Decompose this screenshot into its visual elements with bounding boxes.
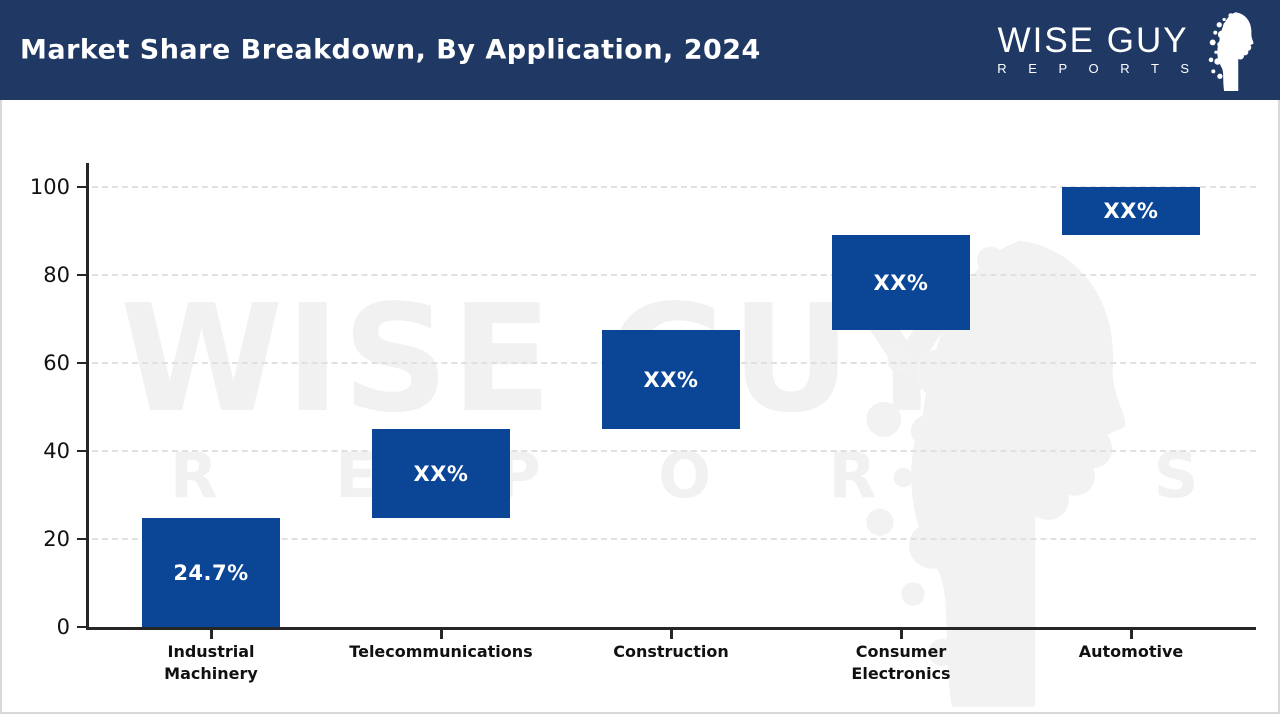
x-axis-label-line: Telecommunications bbox=[349, 642, 533, 661]
x-axis-label: Consumer Electronics bbox=[781, 641, 1021, 685]
bar-value-label: XX% bbox=[873, 270, 929, 295]
y-tick-label: 0 bbox=[56, 615, 70, 639]
wise-guy-reports-logo: WISE GUY R E P O R T S bbox=[988, 8, 1264, 92]
gridline bbox=[92, 450, 1256, 452]
gridline bbox=[92, 274, 1256, 276]
y-axis-line bbox=[86, 163, 89, 630]
x-axis-label: Industrial Machinery bbox=[91, 641, 331, 685]
chart-title: Market Share Breakdown, By Application, … bbox=[20, 34, 761, 66]
x-tick-mark bbox=[1130, 630, 1133, 639]
y-tick-label: 40 bbox=[43, 439, 70, 463]
bar: XX% bbox=[372, 429, 510, 519]
y-tick-label: 80 bbox=[43, 263, 70, 287]
watermark-wordmark: WISE GUY bbox=[120, 273, 963, 445]
y-tick-mark bbox=[77, 274, 86, 276]
head-profile-icon bbox=[1208, 12, 1254, 91]
gridline bbox=[92, 186, 1256, 188]
y-tick-label: 20 bbox=[43, 527, 70, 551]
y-tick-mark bbox=[77, 538, 86, 540]
logo-subtext: R E P O R T S bbox=[997, 61, 1198, 76]
x-tick-mark bbox=[440, 630, 443, 639]
logo-text: WISE GUY R E P O R T S bbox=[988, 23, 1198, 77]
bar: XX% bbox=[832, 235, 970, 330]
x-tick-mark bbox=[900, 630, 903, 639]
bar-value-label: XX% bbox=[643, 367, 699, 392]
plot-layer: 0 20 40 60 80 100 24.7% Industrial Machinery XX% T… bbox=[0, 100, 1280, 720]
x-tick-mark bbox=[210, 630, 213, 639]
x-axis-label-line: Industrial bbox=[167, 642, 255, 661]
x-axis-label: Automotive bbox=[1011, 641, 1251, 663]
y-tick-label: 60 bbox=[43, 351, 70, 375]
gridline bbox=[92, 538, 1256, 540]
bar-value-label: XX% bbox=[413, 461, 469, 486]
x-axis-line bbox=[86, 627, 1256, 630]
chart-canvas: WISE GUY R E P O R T S 0 20 40 60 80 100 24.7%… bbox=[0, 100, 1280, 720]
x-axis-label-line: Electronics bbox=[851, 664, 951, 683]
y-tick-label: 100 bbox=[29, 175, 70, 199]
y-tick-mark bbox=[77, 362, 86, 364]
x-axis-label-line: Construction bbox=[613, 642, 729, 661]
logo-wordmark: WISE GUY bbox=[997, 21, 1189, 60]
bar: XX% bbox=[602, 330, 740, 429]
header-banner: Market Share Breakdown, By Application, … bbox=[0, 0, 1280, 100]
x-axis-label-line: Consumer bbox=[855, 642, 947, 661]
bar-value-label: XX% bbox=[1103, 199, 1159, 224]
x-axis-label-line: Machinery bbox=[164, 664, 258, 683]
y-tick-mark bbox=[77, 626, 86, 628]
y-tick-mark bbox=[77, 186, 86, 188]
bar-value-label: 24.7% bbox=[173, 560, 249, 585]
x-axis-label: Telecommunications bbox=[321, 641, 561, 663]
bar: 24.7% bbox=[142, 518, 280, 627]
bar: XX% bbox=[1062, 187, 1200, 236]
x-axis-label-line: Automotive bbox=[1078, 642, 1184, 661]
x-tick-mark bbox=[670, 630, 673, 639]
y-tick-mark bbox=[77, 450, 86, 452]
x-axis-label: Construction bbox=[551, 641, 791, 663]
